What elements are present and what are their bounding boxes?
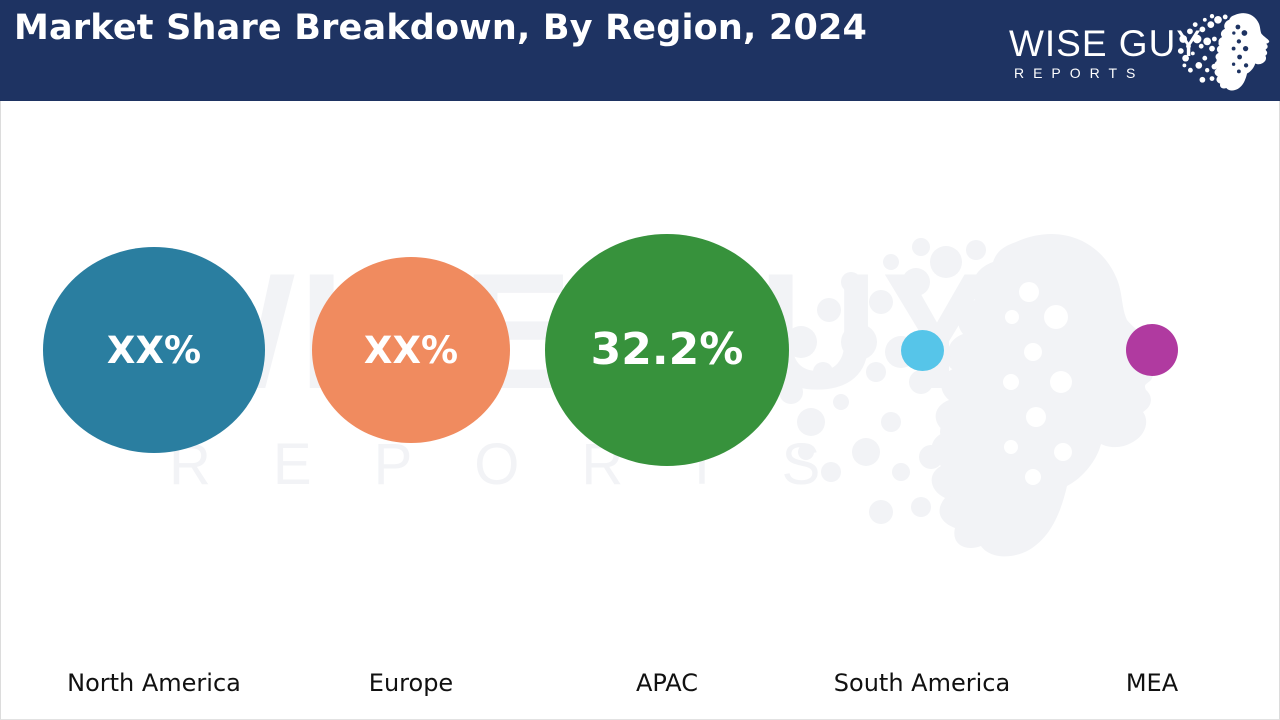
category-label: Europe bbox=[368, 669, 454, 697]
wiseguy-head-icon bbox=[1177, 13, 1270, 91]
category-label: North America bbox=[67, 669, 241, 697]
chart-area: WISE GUY REPORTS XX%XX%32.2% North Ameri… bbox=[0, 101, 1280, 720]
bubble-value-label: XX% bbox=[363, 328, 459, 372]
bubble: XX% bbox=[43, 247, 265, 453]
bubble-value-label: 32.2% bbox=[590, 324, 744, 375]
brand-name: WISE GUY bbox=[1008, 23, 1202, 65]
brand-logo: WISE GUY REPORTS bbox=[1009, 4, 1272, 98]
page-title: Market Share Breakdown, By Region, 2024 bbox=[14, 8, 868, 48]
brand-logo-text: WISE GUY REPORTS bbox=[1008, 23, 1202, 81]
category-label: APAC bbox=[635, 669, 699, 697]
bubble bbox=[1126, 324, 1178, 376]
bubble: XX% bbox=[312, 257, 510, 443]
bubble-value-label: XX% bbox=[106, 328, 202, 372]
bubble bbox=[900, 329, 944, 371]
brand-subtitle: REPORTS bbox=[1013, 64, 1145, 81]
bubble: 32.2% bbox=[545, 234, 789, 466]
category-label: MEA bbox=[1125, 669, 1179, 697]
watermark-head-icon bbox=[779, 234, 1160, 557]
header-bar: Market Share Breakdown, By Region, 2024 … bbox=[0, 0, 1280, 101]
category-label: South America bbox=[833, 669, 1011, 697]
